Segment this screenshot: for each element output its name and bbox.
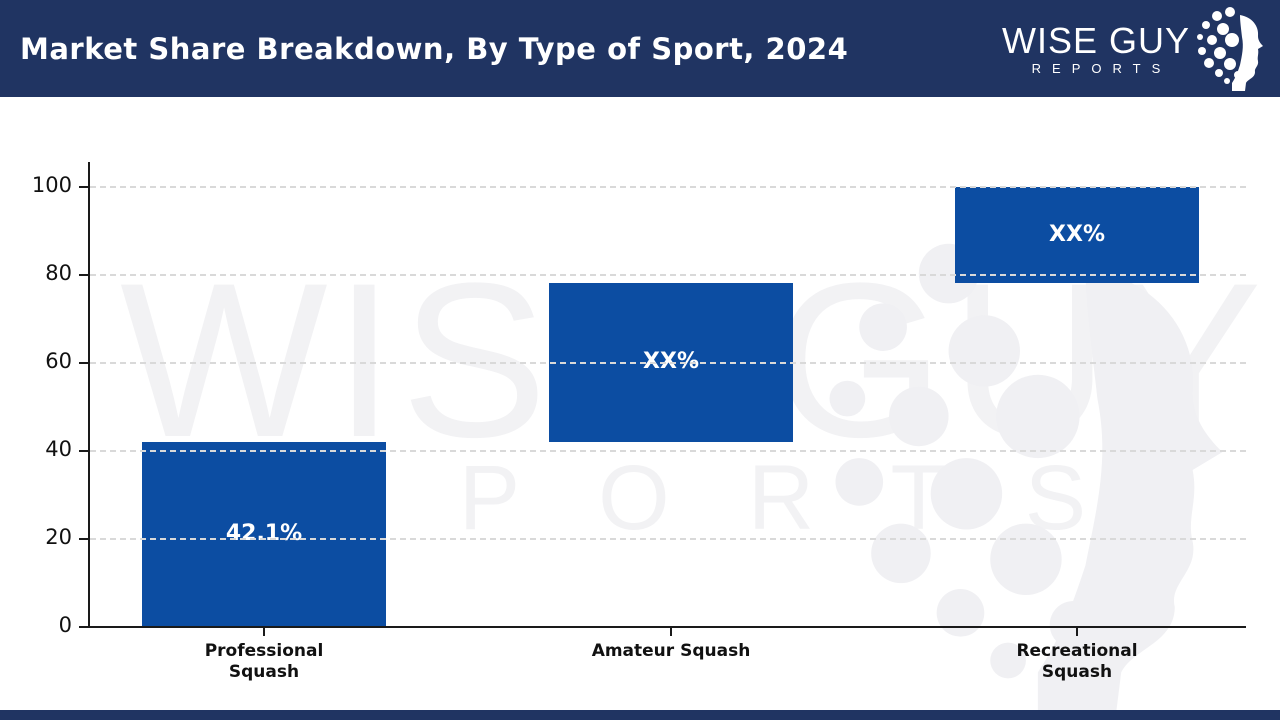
y-tick-mark bbox=[79, 274, 88, 276]
logo-wordmark: WISE GUY REPORTS bbox=[1001, 19, 1190, 76]
face-profile-dots-icon bbox=[1197, 6, 1263, 91]
gridline bbox=[90, 538, 1246, 540]
y-axis-tick-label: 60 bbox=[45, 349, 72, 373]
y-tick-mark bbox=[79, 362, 88, 364]
bar: 42.1% bbox=[142, 441, 386, 627]
x-tick-mark bbox=[670, 628, 672, 636]
x-tick-mark bbox=[1076, 628, 1078, 636]
chart-title: Market Share Breakdown, By Type of Sport… bbox=[20, 31, 849, 66]
y-tick-mark bbox=[79, 450, 88, 452]
y-axis-tick-label: 0 bbox=[58, 613, 72, 637]
logo-reports-text: REPORTS bbox=[1031, 60, 1172, 76]
y-axis-line bbox=[88, 162, 90, 628]
gridline bbox=[90, 362, 1246, 364]
gridline bbox=[90, 450, 1246, 452]
x-tick-mark bbox=[263, 628, 265, 636]
x-axis-category-label: Recreational Squash bbox=[1016, 641, 1138, 683]
bar: XX% bbox=[955, 187, 1199, 283]
gridline bbox=[90, 274, 1246, 276]
y-tick-mark bbox=[79, 626, 88, 628]
y-axis-tick-label: 40 bbox=[45, 437, 72, 461]
y-axis-tick-label: 100 bbox=[31, 173, 72, 197]
bar-value-label: 42.1% bbox=[225, 521, 303, 547]
y-axis-tick-label: 20 bbox=[45, 525, 72, 549]
logo-wise-guy-text: WISE GUY bbox=[1001, 19, 1190, 61]
gridline bbox=[90, 186, 1246, 188]
header-bar: Market Share Breakdown, By Type of Sport… bbox=[0, 0, 1280, 97]
x-axis-line bbox=[88, 626, 1246, 628]
x-axis-category-label: Professional Squash bbox=[204, 641, 324, 683]
y-tick-mark bbox=[79, 186, 88, 188]
y-axis-tick-label: 80 bbox=[45, 261, 72, 285]
wiseguy-logo: WISE GUY REPORTS bbox=[1001, 6, 1266, 91]
bar-value-label: XX% bbox=[643, 349, 699, 375]
footer-bar bbox=[0, 710, 1280, 720]
bar-value-label: XX% bbox=[1049, 221, 1105, 247]
x-axis-category-label: Amateur Squash bbox=[591, 641, 751, 661]
y-tick-mark bbox=[79, 538, 88, 540]
